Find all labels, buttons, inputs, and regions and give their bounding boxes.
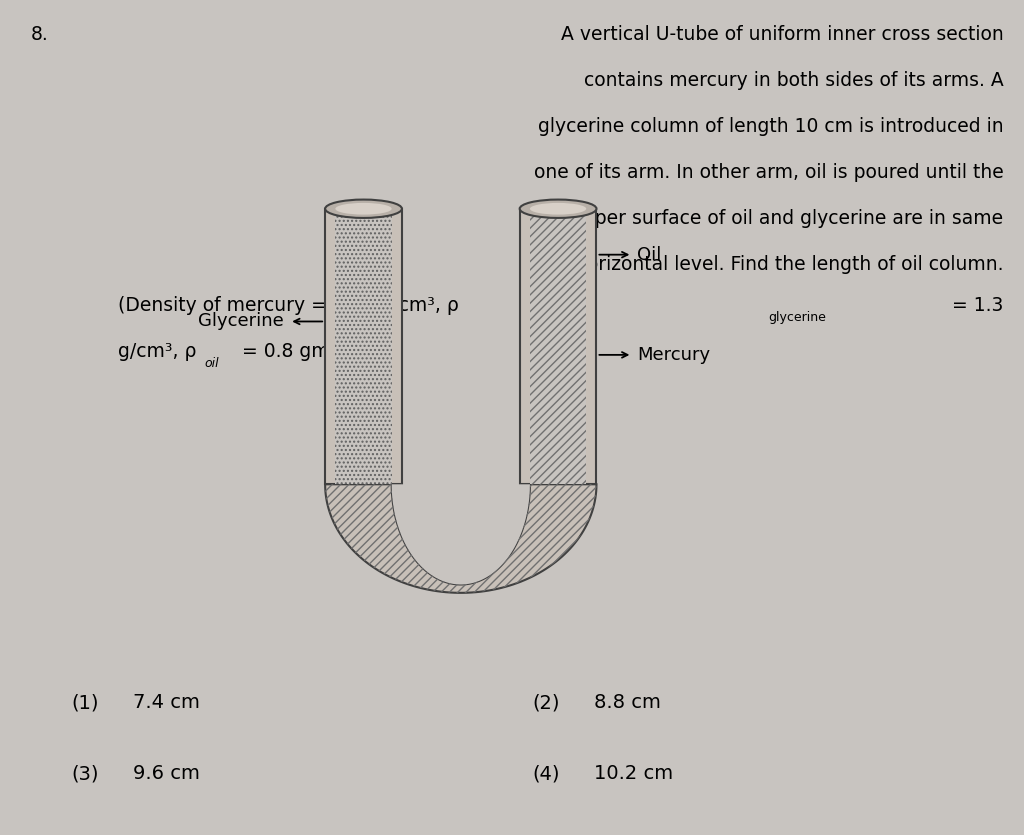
Text: (1): (1)	[72, 693, 99, 712]
Bar	[326, 209, 401, 484]
Text: A vertical U-tube of uniform inner cross section: A vertical U-tube of uniform inner cross…	[561, 25, 1004, 44]
Text: 10.2 cm: 10.2 cm	[594, 764, 673, 783]
Text: = 1.3: = 1.3	[946, 296, 1004, 316]
Text: contains mercury in both sides of its arms. A: contains mercury in both sides of its ar…	[584, 71, 1004, 90]
Text: oil: oil	[205, 357, 219, 371]
Text: glycerine column of length 10 cm is introduced in: glycerine column of length 10 cm is intr…	[538, 117, 1004, 136]
Ellipse shape	[326, 200, 401, 218]
Bar	[530, 209, 587, 484]
Bar	[530, 209, 587, 484]
Text: (2): (2)	[532, 693, 560, 712]
Text: Oil: Oil	[637, 245, 662, 264]
Text: one of its arm. In other arm, oil is poured until the: one of its arm. In other arm, oil is pou…	[534, 163, 1004, 182]
Text: (3): (3)	[72, 764, 99, 783]
Text: 8.8 cm: 8.8 cm	[594, 693, 660, 712]
Text: g/cm³, ρ: g/cm³, ρ	[118, 342, 197, 362]
Bar	[335, 209, 391, 484]
Text: upper surface of oil and glycerine are in same: upper surface of oil and glycerine are i…	[571, 209, 1004, 228]
Polygon shape	[391, 484, 530, 584]
Text: = 0.8 gm/cm³): = 0.8 gm/cm³)	[236, 342, 379, 362]
Ellipse shape	[335, 203, 391, 215]
Text: horizontal level. Find the length of oil column.: horizontal level. Find the length of oil…	[575, 255, 1004, 274]
Bar	[520, 209, 596, 484]
Ellipse shape	[520, 200, 596, 218]
Text: 9.6 cm: 9.6 cm	[133, 764, 200, 783]
Text: 7.4 cm: 7.4 cm	[133, 693, 200, 712]
Ellipse shape	[530, 203, 586, 215]
Text: (4): (4)	[532, 764, 560, 783]
Bar	[335, 209, 391, 484]
Text: (Density of mercury = 13.6 g/cm³, ρ: (Density of mercury = 13.6 g/cm³, ρ	[118, 296, 459, 316]
Text: Mercury: Mercury	[637, 346, 711, 364]
Text: glycerine: glycerine	[768, 311, 826, 325]
Text: Glycerine: Glycerine	[199, 312, 285, 331]
Polygon shape	[326, 484, 596, 593]
Text: 8.: 8.	[31, 25, 48, 44]
